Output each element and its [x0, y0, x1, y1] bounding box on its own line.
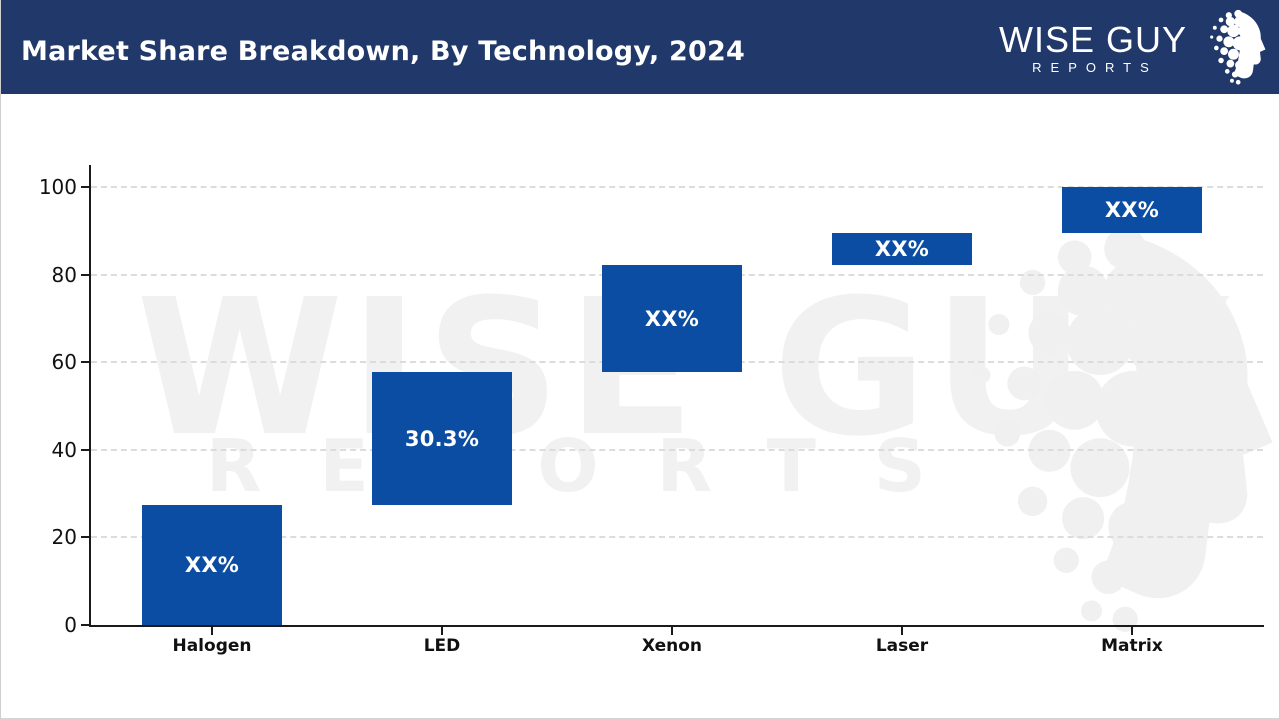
gridline — [91, 186, 1263, 188]
chart-area: WISE GUY REPORTS XX% 30.3% XX% XX% XX% 0 20 40… — [1, 94, 1279, 718]
brand-name: WISE GUY — [998, 19, 1187, 60]
bar-value-label: XX% — [874, 236, 930, 261]
bar-laser: XX% — [832, 232, 972, 266]
bar-value-label: XX% — [184, 552, 240, 577]
bar-value-label: XX% — [644, 306, 700, 331]
y-tick-label: 60 — [51, 350, 77, 375]
x-category-label: Matrix — [1101, 636, 1163, 656]
brand-logo: WISE GUY REPORTS — [999, 6, 1267, 88]
y-tick-label: 100 — [38, 175, 77, 199]
page-title: Market Share Breakdown, By Technology, 2… — [21, 35, 746, 67]
gridline — [91, 536, 1263, 539]
y-tick-mark — [81, 448, 89, 451]
y-tick-label: 0 — [64, 613, 77, 637]
logo-head-icon — [1210, 9, 1266, 85]
x-category-label: Laser — [875, 636, 929, 656]
x-category-label: Halogen — [172, 636, 252, 656]
y-tick-label: 40 — [51, 437, 77, 462]
x-category-label: LED — [423, 636, 461, 656]
x-tick-mark — [441, 627, 443, 635]
x-category-label: Xenon — [641, 636, 703, 656]
gridline — [91, 448, 1263, 451]
brand-logo-text: WISE GUY REPORTS — [998, 19, 1187, 75]
watermark-head-icon — [973, 227, 1273, 632]
x-tick-mark — [1131, 627, 1133, 635]
header-banner: Market Share Breakdown, By Technology, 2… — [1, 0, 1279, 94]
x-tick-mark — [901, 627, 903, 635]
bar-value-label: XX% — [1104, 197, 1160, 222]
y-tick-label: 20 — [51, 525, 77, 550]
y-tick-mark — [81, 273, 89, 276]
x-axis — [89, 625, 1264, 627]
y-tick-mark — [81, 186, 89, 188]
bar-halogen: XX% — [142, 504, 282, 625]
y-axis — [89, 165, 91, 627]
bar-xenon: XX% — [602, 265, 742, 373]
bar-matrix: XX% — [1062, 187, 1202, 233]
watermark-text-2: REPORTS — [206, 424, 984, 508]
x-tick-mark — [211, 627, 213, 635]
bar-led: 30.3% — [372, 372, 512, 505]
y-tick-mark — [81, 536, 89, 539]
y-tick-mark — [81, 624, 89, 626]
bar-value-label: 30.3% — [404, 426, 480, 451]
brand-subtitle: REPORTS — [1032, 60, 1158, 75]
x-tick-mark — [671, 627, 673, 635]
y-tick-mark — [81, 361, 89, 364]
y-tick-label: 80 — [51, 262, 77, 287]
